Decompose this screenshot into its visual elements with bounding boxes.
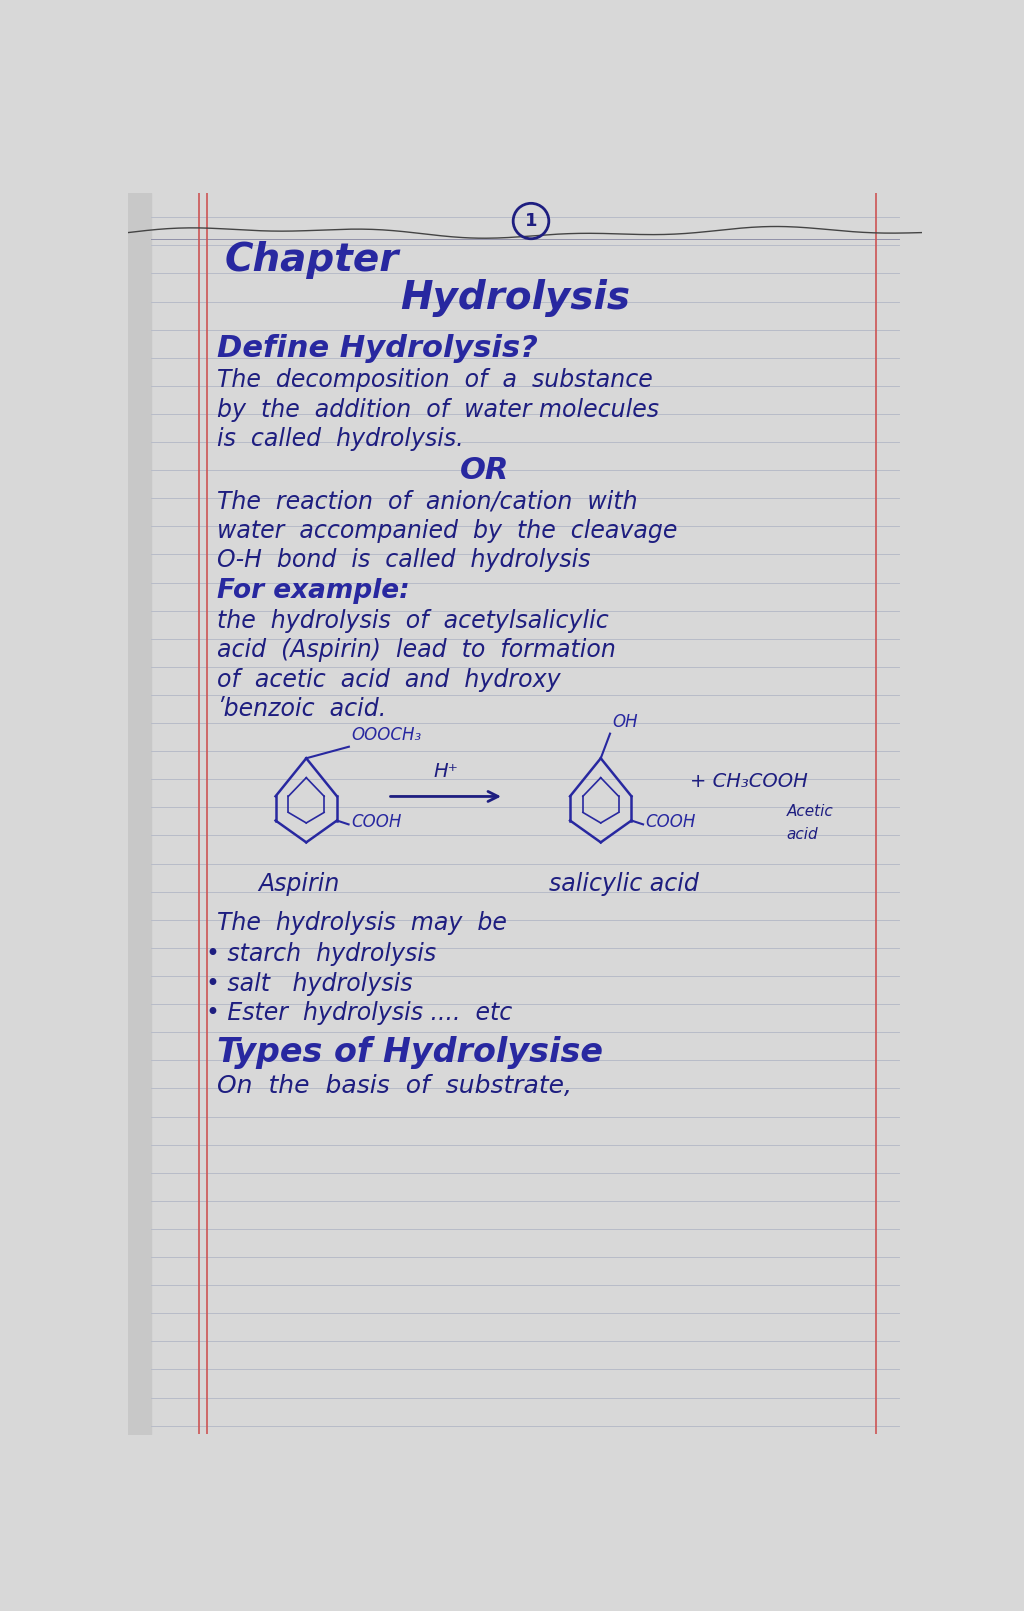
Text: of  acetic  acid  and  hydroxy: of acetic acid and hydroxy — [217, 667, 561, 691]
Text: acid  (Aspirin)  lead  to  formation: acid (Aspirin) lead to formation — [217, 638, 616, 662]
Text: The  reaction  of  anion/cation  with: The reaction of anion/cation with — [217, 490, 638, 514]
Text: acid: acid — [786, 828, 818, 843]
Text: For example:: For example: — [217, 578, 410, 604]
Text: the  hydrolysis  of  acetylsalicylic: the hydrolysis of acetylsalicylic — [217, 609, 609, 633]
Text: + CH₃COOH: + CH₃COOH — [690, 772, 808, 791]
Text: Hydrolysis: Hydrolysis — [400, 279, 631, 317]
Text: Define Hydrolysis?: Define Hydrolysis? — [217, 333, 538, 362]
Text: OR: OR — [460, 456, 509, 485]
Text: salicylic acid: salicylic acid — [549, 872, 699, 896]
Text: • salt   hydrolysis: • salt hydrolysis — [206, 971, 412, 996]
Text: O-H  bond  is  called  hydrolysis: O-H bond is called hydrolysis — [217, 548, 591, 572]
Text: The  hydrolysis  may  be: The hydrolysis may be — [217, 912, 507, 936]
Text: ʹbenzoic  acid.: ʹbenzoic acid. — [217, 698, 386, 722]
Text: H⁺: H⁺ — [433, 762, 458, 781]
Text: is  called  hydrolysis.: is called hydrolysis. — [217, 427, 464, 451]
Text: Acetic: Acetic — [786, 804, 834, 820]
Text: OH: OH — [612, 714, 638, 731]
Text: by  the  addition  of  water molecules: by the addition of water molecules — [217, 398, 659, 422]
Text: COOH: COOH — [645, 814, 695, 831]
Text: Types of Hydrolysise: Types of Hydrolysise — [217, 1036, 603, 1070]
Text: • starch  hydrolysis: • starch hydrolysis — [206, 942, 435, 967]
Text: • Ester  hydrolysis ....  etc: • Ester hydrolysis .... etc — [206, 1000, 512, 1025]
Text: water  accompanied  by  the  cleavage: water accompanied by the cleavage — [217, 519, 678, 543]
Text: The  decomposition  of  a  substance: The decomposition of a substance — [217, 369, 653, 393]
Text: COOH: COOH — [351, 814, 401, 831]
Text: Aspirin: Aspirin — [258, 872, 339, 896]
Text: 1: 1 — [524, 213, 538, 230]
Text: On  the  basis  of  substrate,: On the basis of substrate, — [217, 1075, 572, 1099]
Text: OOOCH₃: OOOCH₃ — [351, 727, 421, 744]
Text: Chapter: Chapter — [225, 240, 399, 279]
